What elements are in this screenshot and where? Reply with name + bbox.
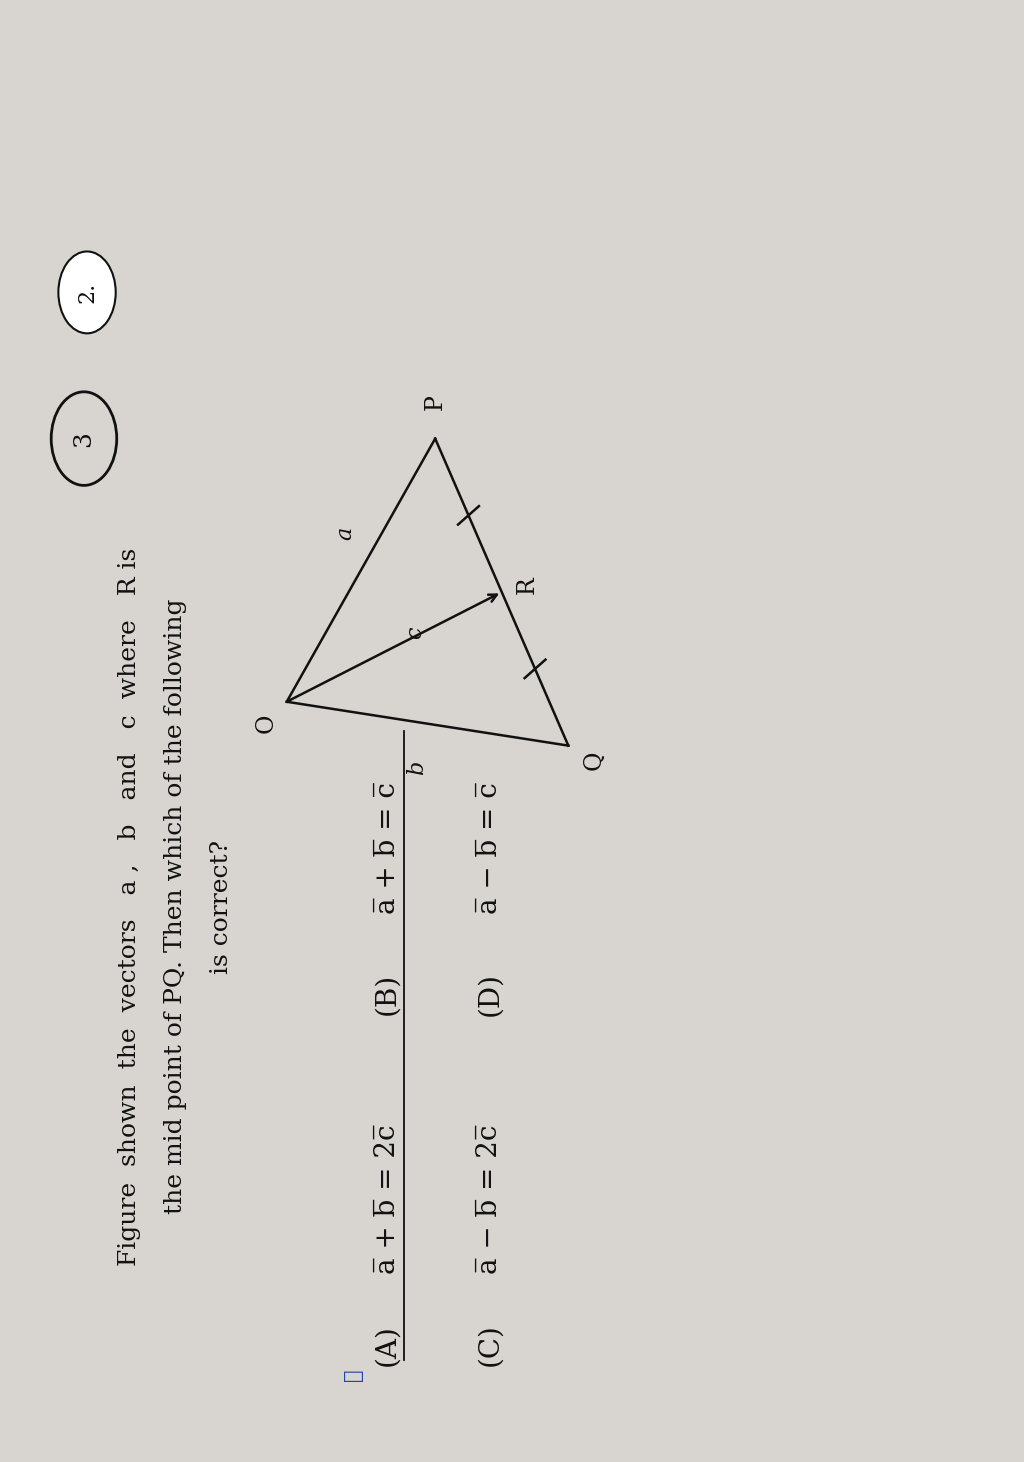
Text: c: c [403,626,426,639]
Text: O: O [255,713,278,734]
Text: is correct?: is correct? [210,839,232,974]
Text: a̅ + b̅ = 2c̅: a̅ + b̅ = 2c̅ [374,1124,400,1273]
Text: the mid point of PQ. Then which of the following: the mid point of PQ. Then which of the f… [164,599,186,1213]
Text: a̅ − b̅ = 2c̅: a̅ − b̅ = 2c̅ [476,1124,503,1273]
Text: (D): (D) [476,972,503,1016]
Text: R: R [516,576,539,594]
Text: a̅ − b̅ = c̅: a̅ − b̅ = c̅ [476,782,503,914]
Circle shape [58,251,116,333]
Text: Figure  shown  the  vectors   a ,   b   and   c  where   R is: Figure shown the vectors a , b and c whe… [118,547,140,1266]
Text: P: P [424,395,446,409]
Text: a̅ + b̅ = c̅: a̅ + b̅ = c̅ [374,782,400,914]
Text: (C): (C) [476,1323,503,1367]
Text: a: a [335,526,356,541]
Text: Q: Q [583,750,605,770]
Text: 3: 3 [73,431,95,446]
Text: ℓ: ℓ [344,1368,362,1380]
Text: (B): (B) [374,974,400,1015]
Circle shape [51,392,117,485]
Text: b: b [407,760,428,775]
Text: (A): (A) [374,1325,400,1366]
Text: 2.: 2. [76,282,98,303]
